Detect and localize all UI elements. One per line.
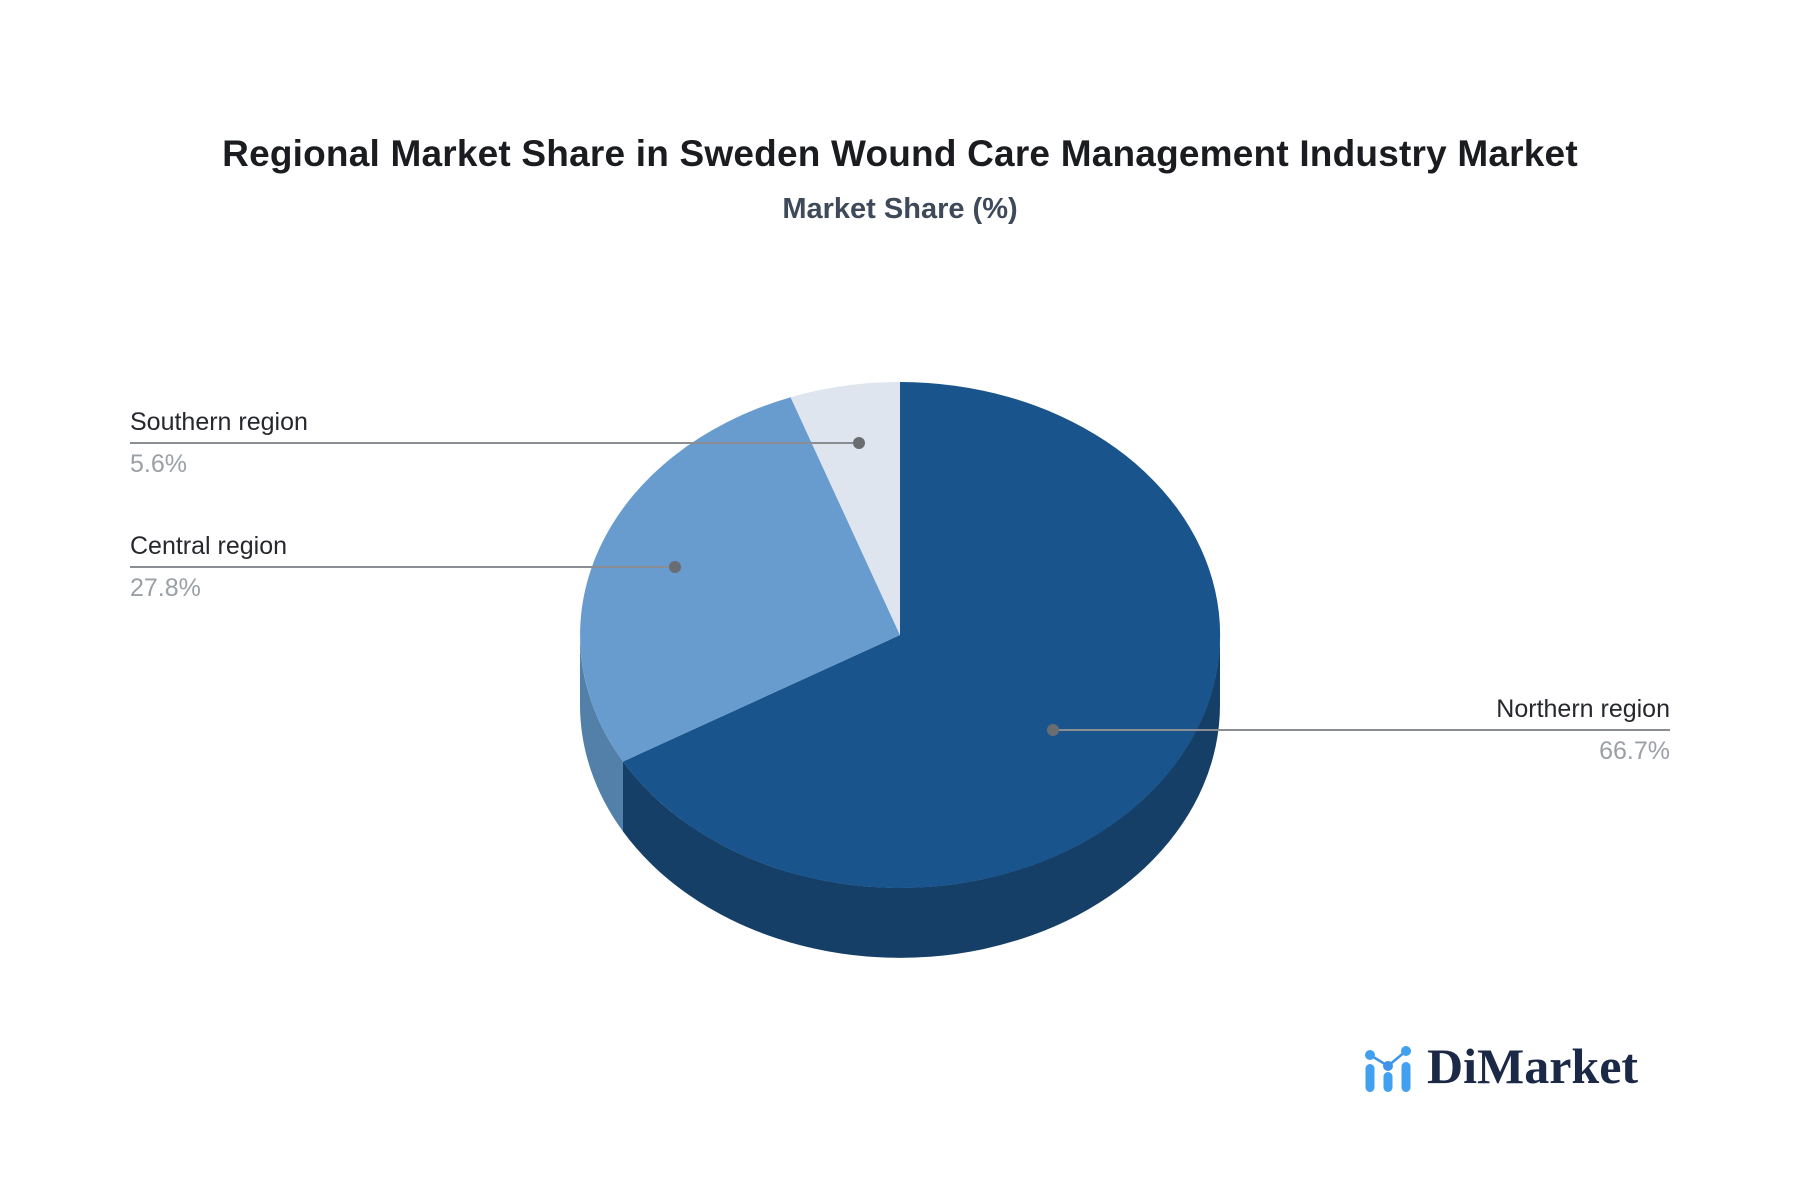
leader-dot <box>853 437 865 449</box>
pie-side-northern <box>623 635 1220 958</box>
chart-title: Regional Market Share in Sweden Wound Ca… <box>222 133 1578 174</box>
leader-northern <box>1047 724 1670 736</box>
callout-label-southern: Southern region <box>130 408 308 436</box>
callout-label-central: Central region <box>130 532 288 560</box>
callout-value-central: 27.8% <box>130 574 201 602</box>
pie-slice-southern[interactable] <box>790 381 900 635</box>
leader-central <box>130 561 681 573</box>
leader-southern <box>130 437 865 449</box>
callout-value-northern: 66.7% <box>1599 737 1670 765</box>
pie-slice-central[interactable] <box>580 397 900 762</box>
pie-side-central <box>580 635 623 832</box>
bar-chart-logo-icon <box>1365 1046 1411 1092</box>
brand-name: DiMarket <box>1427 1038 1639 1094</box>
leader-dot <box>1047 724 1059 736</box>
callout-value-southern: 5.6% <box>130 450 187 478</box>
chart-subtitle: Market Share (%) <box>782 193 1018 225</box>
leader-dot <box>669 561 681 573</box>
pie-slice-northern[interactable] <box>623 382 1221 888</box>
callout-label-northern: Northern region <box>1496 695 1670 723</box>
brand-logo: DiMarket <box>1362 1038 1638 1094</box>
